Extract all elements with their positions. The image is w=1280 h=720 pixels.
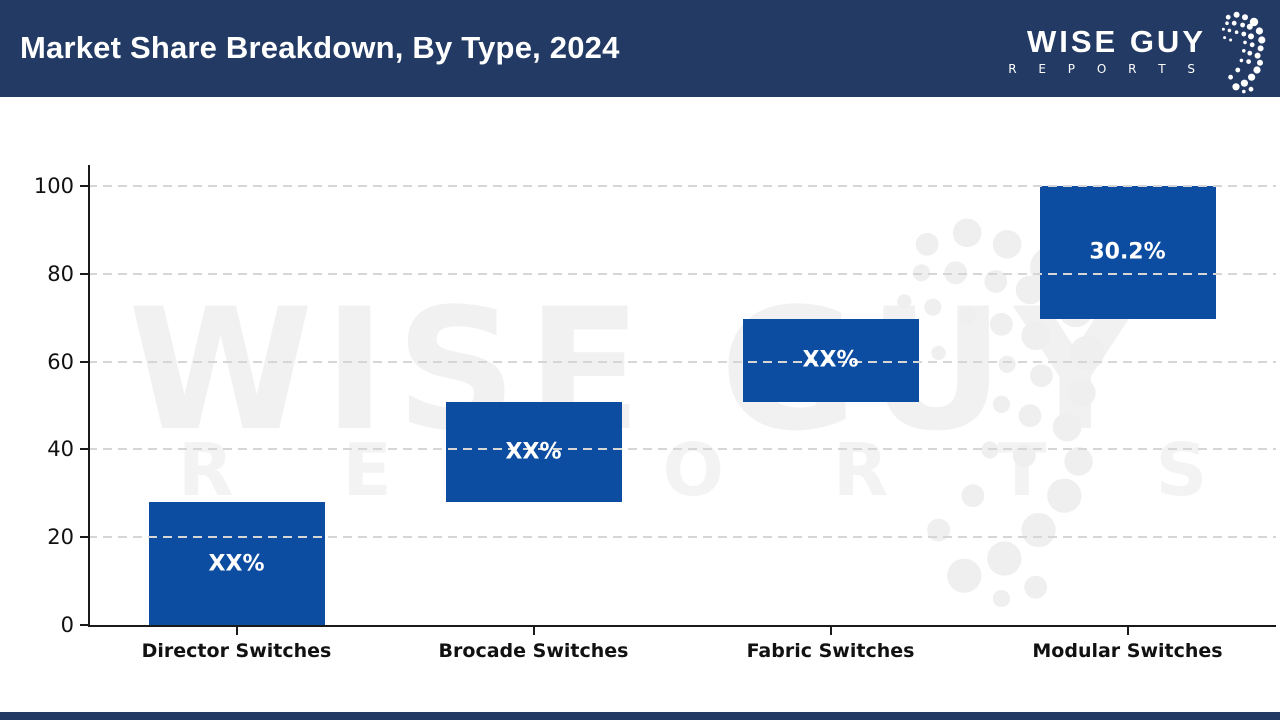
brand-subtitle: R E P O R T S: [1008, 62, 1204, 76]
y-axis-tick-60: [80, 360, 88, 363]
x-axis-line: [88, 625, 1276, 627]
bar-1: [445, 401, 622, 503]
brand-name: WISE GUY: [1026, 24, 1206, 59]
bar-2: [742, 318, 919, 402]
x-axis-category-label-1: Brocade Switches: [438, 640, 629, 662]
watermark-brand-subtitle: R E P O R T S: [178, 428, 1250, 512]
bar-value-label-3: 30.2%: [1089, 239, 1166, 265]
gridline-20: [88, 536, 1276, 539]
bar-value-label-0: XX%: [208, 551, 265, 577]
x-axis-category-label-0: Director Switches: [141, 640, 332, 662]
bar-value-label-2: XX%: [802, 347, 859, 373]
y-axis-tick-100: [80, 185, 88, 187]
header-bar: Market Share Breakdown, By Type, 2024 WI…: [0, 0, 1280, 97]
dotted-face-icon: [1194, 10, 1272, 94]
x-axis-tick-2: [829, 627, 832, 635]
y-axis-tick-label-80: 80: [47, 261, 74, 286]
page-title: Market Share Breakdown, By Type, 2024: [20, 30, 620, 65]
x-axis-tick-3: [1126, 627, 1129, 635]
x-axis-tick-0: [235, 627, 238, 635]
gridline-40: [88, 448, 1276, 451]
x-axis-tick-1: [532, 627, 535, 635]
gridline-100: [88, 185, 1276, 187]
bar-0: [148, 502, 325, 625]
y-axis-tick-0: [80, 624, 88, 626]
y-axis-tick-label-40: 40: [47, 437, 74, 462]
gridline-80: [88, 272, 1276, 275]
brand-logo-text: WISE GUY R E P O R T S: [1008, 24, 1206, 76]
x-axis-category-label-2: Fabric Switches: [746, 640, 915, 662]
y-axis-tick-40: [80, 448, 88, 451]
y-axis-tick-20: [80, 536, 88, 539]
watermark-brand-name: WISE GUY: [128, 272, 1147, 468]
x-axis-category-label-3: Modular Switches: [1032, 640, 1223, 662]
gridline-60: [88, 360, 1276, 363]
y-axis-tick-label-0: 0: [60, 613, 74, 637]
bar-value-label-1: XX%: [505, 439, 562, 465]
brand-logo: WISE GUY R E P O R T S: [1008, 6, 1268, 94]
y-axis-tick-label-20: 20: [47, 525, 74, 550]
y-axis-tick-80: [80, 272, 88, 275]
y-axis-tick-label-100: 100: [33, 174, 74, 198]
y-axis-line: [88, 165, 90, 627]
bar-3: [1039, 186, 1216, 319]
footer-bar: [0, 712, 1280, 720]
y-axis-tick-label-60: 60: [47, 349, 74, 374]
